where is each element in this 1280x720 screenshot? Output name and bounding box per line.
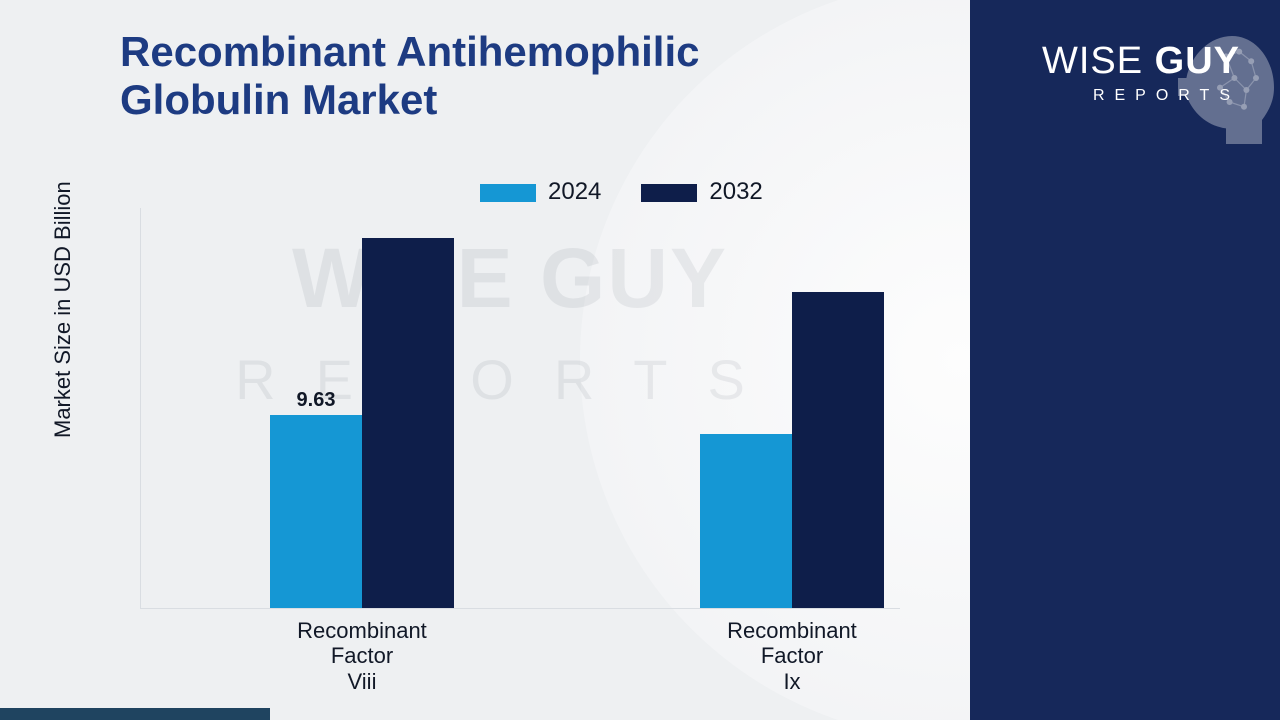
- stage: WISE GUY REPORTS WISE GUY REPORTS Recomb…: [0, 0, 1280, 720]
- category-label: RecombinantFactorIx: [692, 618, 892, 694]
- category-label: RecombinantFactorViii: [262, 618, 462, 694]
- x-axis-line: [140, 608, 900, 609]
- y-axis-label: Market Size in USD Billion: [50, 181, 76, 438]
- bar: [792, 292, 884, 608]
- bar: [700, 434, 792, 608]
- logo-line2: REPORTS: [1042, 87, 1240, 105]
- bar: [362, 238, 454, 608]
- logo-text: WISE GUY REPORTS: [1042, 40, 1240, 105]
- bar: 9.63: [270, 415, 362, 608]
- plot-area: 9.63: [140, 208, 900, 608]
- chart-title: Recombinant Antihemophilic Globulin Mark…: [120, 28, 880, 125]
- bar-value-label: 9.63: [297, 389, 336, 412]
- logo-line1: WISE GUY: [1042, 40, 1240, 83]
- bar-group: 9.63: [270, 238, 454, 608]
- bottom-accent-bar: [0, 708, 270, 720]
- bar-group: [700, 292, 884, 608]
- chart-area: Market Size in USD Billion 9.63 Recombin…: [100, 178, 900, 698]
